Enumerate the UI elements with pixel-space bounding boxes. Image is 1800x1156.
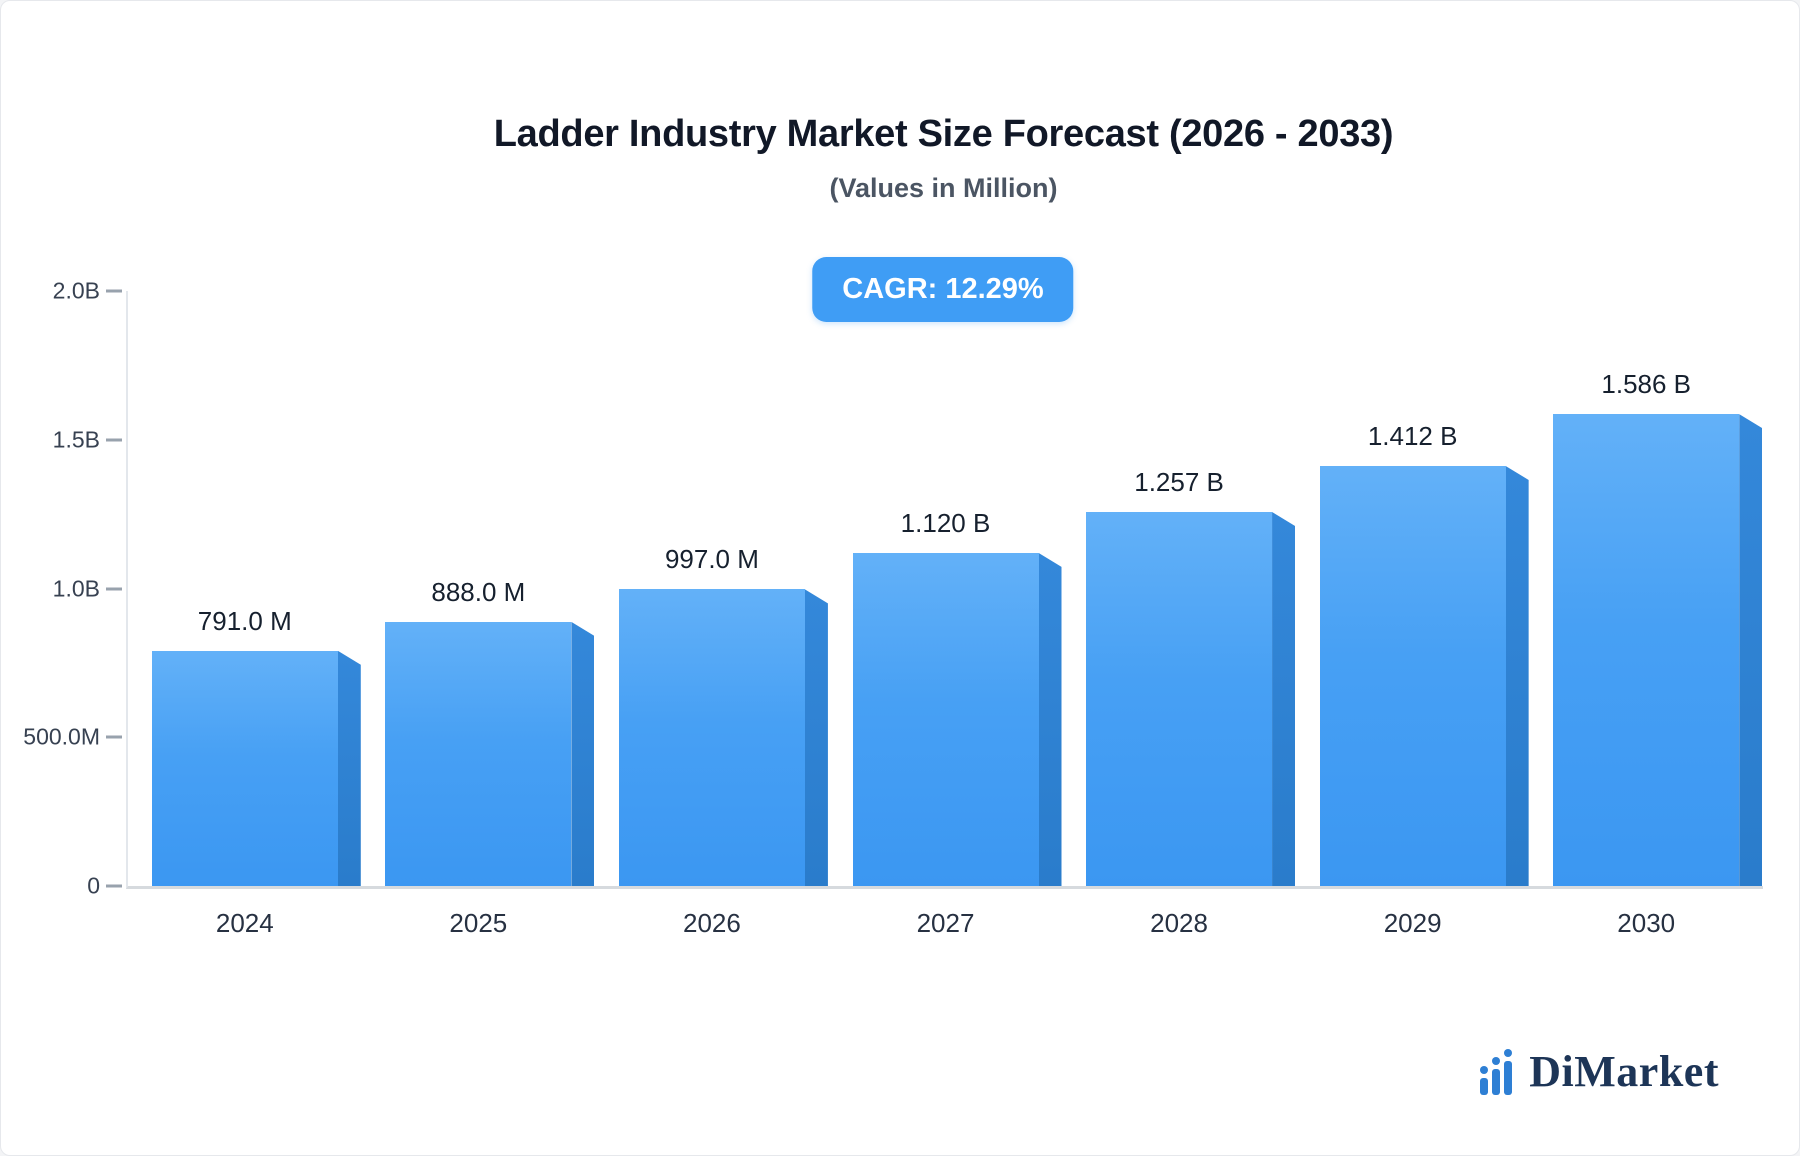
logo-text: DiMarket xyxy=(1529,1047,1719,1096)
bar-group: 791.0 M 2024 xyxy=(151,606,361,938)
bar-value-label: 1.120 B xyxy=(900,507,991,538)
bar-value-label: 791.0 M xyxy=(197,605,292,636)
bar-value-label: 997.0 M xyxy=(664,544,759,575)
x-axis-category-label: 2024 xyxy=(215,908,274,938)
bar xyxy=(1086,512,1273,886)
bar-side-shade xyxy=(571,621,595,886)
bar xyxy=(385,621,572,886)
chart-title: Ladder Industry Market Size Forecast (20… xyxy=(493,113,1394,155)
bar-value-label: 888.0 M xyxy=(431,576,526,607)
x-axis-category-label: 2028 xyxy=(1150,908,1208,938)
bar-group: 1.120 B 2027 xyxy=(852,508,1062,938)
x-axis-category-label: 2030 xyxy=(1617,908,1676,938)
y-axis-tick-mark xyxy=(106,587,122,590)
bar-chart-logo-icon xyxy=(1480,1048,1513,1095)
cagr-badge: CAGR: 12.29% xyxy=(812,257,1074,322)
bar-side-shade xyxy=(1739,414,1763,886)
y-axis-tick-label: 1.0B xyxy=(52,575,100,601)
bar xyxy=(1553,414,1740,886)
bar xyxy=(1319,465,1506,886)
y-axis-tick-mark xyxy=(106,438,122,442)
bar xyxy=(151,650,338,886)
bar-group: 1.412 B 2029 xyxy=(1319,421,1529,938)
bar-group: 888.0 M 2025 xyxy=(385,577,595,938)
bar-group: 997.0 M 2026 xyxy=(618,544,828,938)
plot-area: 0 500.0M 1.0B 1.5B 2.0B 791.0 M 2024 888.0 M 202… xyxy=(23,278,1763,938)
y-axis-tick-label: 2.0B xyxy=(52,277,100,304)
bar-value-label: 1.412 B xyxy=(1367,420,1458,451)
y-axis-tick-label: 0 xyxy=(87,872,100,899)
bar-side-shade xyxy=(1505,465,1529,886)
bar xyxy=(852,552,1039,886)
y-axis-tick-mark xyxy=(106,289,122,293)
bar-side-shade xyxy=(337,650,361,886)
y-axis-tick-label: 500.0M xyxy=(23,723,100,750)
y-axis-tick-mark xyxy=(106,735,122,739)
bar-value-label: 1.586 B xyxy=(1601,369,1692,400)
bar-side-shade xyxy=(1038,552,1062,886)
x-axis-category-label: 2025 xyxy=(449,908,508,938)
x-axis-category-label: 2027 xyxy=(916,908,975,938)
bar-group: 1.257 B 2028 xyxy=(1086,467,1296,938)
y-axis-tick-mark xyxy=(106,884,122,888)
bar-side-shade xyxy=(1272,512,1296,886)
x-axis-category-label: 2026 xyxy=(683,908,741,938)
dimarket-logo: DiMarket xyxy=(1477,1046,1719,1097)
chart-subtitle: (Values in Million) xyxy=(829,173,1058,203)
y-axis-tick-label: 1.5B xyxy=(52,426,100,453)
bar-group: 1.586 B 2030 xyxy=(1553,369,1763,938)
bar xyxy=(618,589,805,886)
bar-value-label: 1.257 B xyxy=(1134,467,1224,498)
x-axis-category-label: 2029 xyxy=(1383,908,1442,938)
bar-side-shade xyxy=(804,589,828,886)
